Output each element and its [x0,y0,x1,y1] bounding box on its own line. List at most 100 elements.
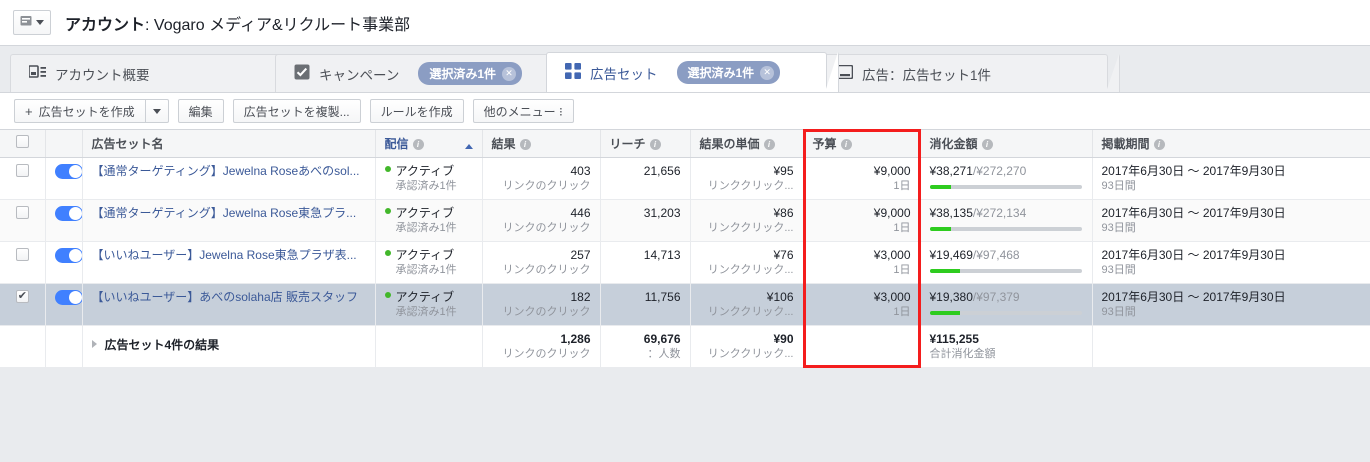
spend-used: ¥19,380 [929,289,973,304]
adset-status-toggle[interactable] [54,289,81,305]
tab-account-overview[interactable]: アカウント概要 [10,54,284,92]
reach-cell: 11,756 [600,283,691,326]
create-rule-button[interactable]: ルールを作成 [369,99,464,123]
expand-triangle-icon[interactable] [91,339,97,348]
delivery-sub: 承認済み1件 [395,263,457,276]
header-reach[interactable]: リーチ i [600,130,691,158]
create-adset-button[interactable]: + 広告セットを作成 [14,99,145,123]
create-adset-label: 広告セットを作成 [38,104,135,119]
tab-ads[interactable]: 広告：広告セット1件 [818,54,1108,92]
tab-adset[interactable]: 広告セット 選択済み1件 ✕ [546,52,827,92]
adset-name-cell[interactable]: 【いいねユーザー】あべのsolaha店 販売スタッフ [82,283,376,326]
header-amount-spent[interactable]: 消化金額 i [920,130,1093,158]
adset-name-link[interactable]: 【いいねユーザー】Jewelna Rose東急プラザ表... [91,247,357,262]
adset-status-toggle[interactable] [54,163,81,179]
info-icon[interactable]: i [840,138,852,150]
adset-name-cell[interactable]: 【通常ターゲティング】Jewelna Rose東急プラ... [82,199,376,242]
budget-cell[interactable]: ¥9,000 1日 [803,199,921,242]
adset-name-link[interactable]: 【通常ターゲティング】Jewelna Roseあべのsol... [91,163,360,178]
schedule-cell: 2017年6月30日 〜 2017年9月30日 93日間 [1092,283,1370,326]
row-toggle-cell[interactable] [45,241,83,284]
create-adset-split-button[interactable]: + 広告セットを作成 [14,99,169,123]
row-toggle-cell[interactable] [45,283,83,326]
info-icon[interactable]: i [763,138,775,150]
header-adset-name[interactable]: 広告セット名 [82,130,376,158]
header-delivery[interactable]: 配信 i [375,130,483,158]
total-result-sub: リンクのクリック [502,347,591,360]
chevron-down-icon [152,108,161,114]
info-icon[interactable]: i [649,138,661,150]
cpr-value: ¥86 [773,205,794,220]
total-cpr-cell: ¥90 リンククリック... [690,325,804,368]
budget-sub: 1日 [893,263,911,276]
duplicate-adset-button[interactable]: 広告セットを複製... [232,99,361,123]
header-select-all[interactable] [0,130,46,158]
period-sub: 93日間 [1101,221,1136,234]
budget-cell[interactable]: ¥3,000 1日 [803,283,921,326]
amount-spent-cell: ¥19,469/¥97,468 [920,241,1093,284]
header-budget[interactable]: 予算 i [803,130,921,158]
select-all-checkbox[interactable] [15,135,29,149]
plus-icon: + [25,103,33,119]
campaign-selection-pill[interactable]: 選択済み1件 ✕ [418,62,523,85]
close-icon[interactable]: ✕ [502,66,517,81]
create-adset-dropdown-button[interactable] [144,99,169,123]
adset-name-cell[interactable]: 【いいねユーザー】Jewelna Rose東急プラザ表... [82,241,376,284]
info-icon[interactable]: i [519,138,531,150]
budget-sub: 1日 [893,221,911,234]
adset-name-cell[interactable]: 【通常ターゲティング】Jewelna Roseあべのsol... [82,157,376,200]
row-toggle-cell[interactable] [45,199,83,242]
tab-label: キャンペーン [319,67,400,83]
campaign-checkbox-icon [294,64,310,83]
header-result[interactable]: 結果 i [482,130,601,158]
adset-status-toggle[interactable] [54,247,81,263]
adset-name-link[interactable]: 【いいねユーザー】あべのsolaha店 販売スタッフ [91,289,358,304]
header-cost-per-result[interactable]: 結果の単価 i [690,130,804,158]
status-dot-icon [384,249,391,256]
chevron-down-icon [36,20,44,25]
total-cpr-value: ¥90 [773,331,794,346]
tab-campaign[interactable]: キャンペーン 選択済み1件 ✕ [275,54,555,92]
spend-progress-bar [929,268,1082,273]
info-icon[interactable]: i [412,138,424,150]
row-select-cell[interactable] [0,157,46,200]
budget-value: ¥9,000 [873,163,911,178]
row-select-cell[interactable] [0,283,46,326]
budget-cell[interactable]: ¥3,000 1日 [803,241,921,284]
row-checkbox[interactable] [15,289,29,303]
page-background [0,367,1370,452]
info-icon[interactable]: i [981,138,993,150]
more-menu-button[interactable]: 他のメニュー ⁝ [472,99,574,123]
adset-selection-pill[interactable]: 選択済み1件 ✕ [676,61,781,84]
account-switcher-button[interactable] [13,10,51,35]
spend-total: /¥97,379 [972,289,1020,304]
budget-sub: 1日 [893,305,911,318]
row-checkbox[interactable] [15,205,29,219]
adset-name-link[interactable]: 【通常ターゲティング】Jewelna Rose東急プラ... [91,205,357,220]
info-icon[interactable]: i [1153,138,1165,150]
schedule-cell: 2017年6月30日 〜 2017年9月30日 93日間 [1092,199,1370,242]
total-spend-cell: ¥115,255 合計消化金額 [920,325,1093,368]
delivery-status: アクティブ [395,163,455,178]
row-select-cell[interactable] [0,199,46,242]
table-row[interactable]: 【いいねユーザー】あべのsolaha店 販売スタッフ アクティブ 承認済み1件 … [0,283,1370,326]
header-schedule[interactable]: 掲載期間 i [1092,130,1370,158]
row-select-cell[interactable] [0,241,46,284]
table-row[interactable]: 【通常ターゲティング】Jewelna Roseあべのsol... アクティブ 承… [0,157,1370,200]
row-checkbox[interactable] [15,247,29,261]
toolbar: + 広告セットを作成 編集 広告セットを複製... ルールを作成 他のメニュー … [0,92,1370,129]
edit-button[interactable]: 編集 [177,99,224,123]
adset-status-toggle[interactable] [54,205,81,221]
budget-cell[interactable]: ¥9,000 1日 [803,157,921,200]
total-reach-cell: 69,676 ：人数 [600,325,691,368]
row-checkbox[interactable] [15,163,29,177]
table-row[interactable]: 【いいねユーザー】Jewelna Rose東急プラザ表... アクティブ 承認済… [0,241,1370,284]
table-row[interactable]: 【通常ターゲティング】Jewelna Rose東急プラ... アクティブ 承認済… [0,199,1370,242]
close-icon[interactable]: ✕ [760,65,775,80]
row-toggle-cell[interactable] [45,157,83,200]
spend-progress-bar [929,226,1082,231]
cpr-value: ¥106 [766,289,794,304]
adset-table-container: 広告セット名 配信 i 結果 i リーチ i 結果の単価 i 予算 i [0,129,1370,368]
table-total-row: 広告セット4件の結果 1,286 リンクのクリック 69,676 ：人数 ¥90… [0,325,1370,368]
header-label: 消化金額 [929,136,978,151]
